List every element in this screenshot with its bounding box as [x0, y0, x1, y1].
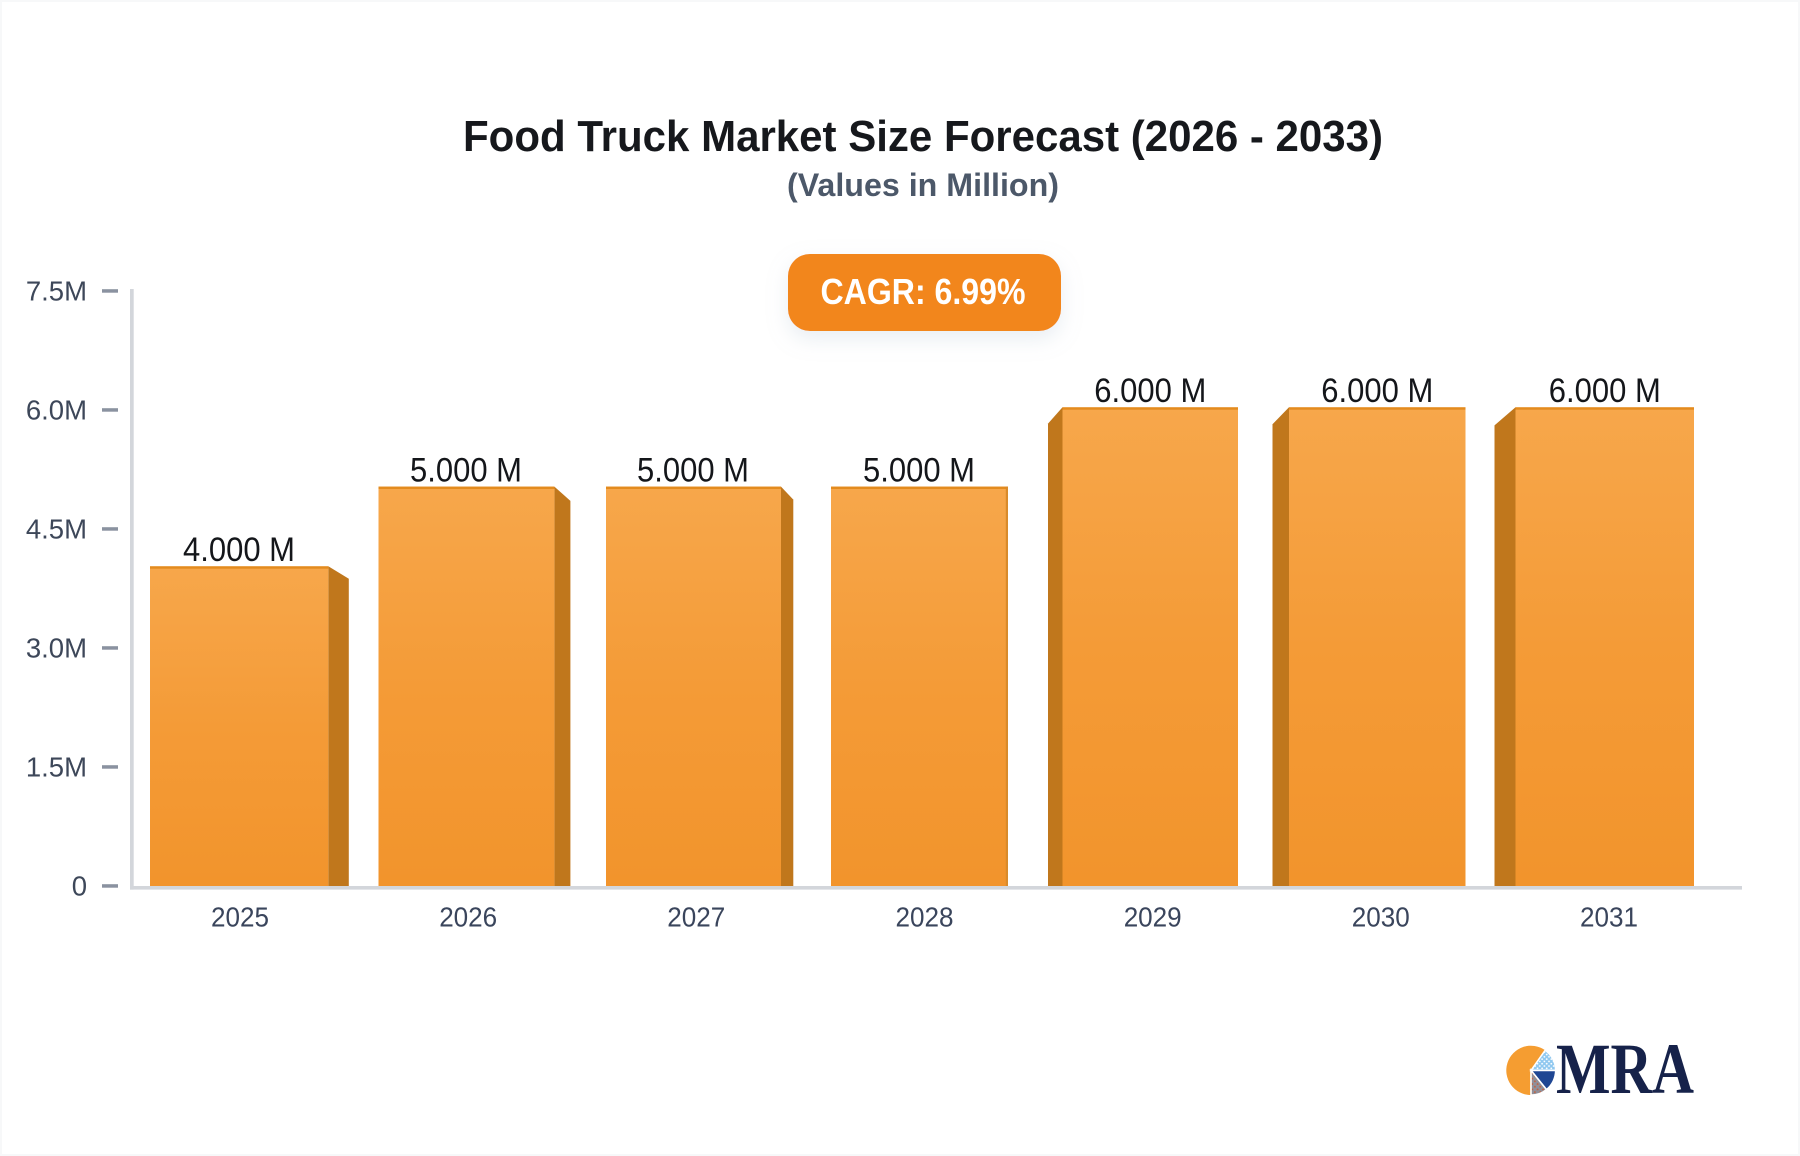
svg-text:MRA: MRA: [1556, 1029, 1694, 1109]
svg-text:0: 0: [72, 871, 87, 902]
svg-text:5.000 M: 5.000 M: [637, 451, 749, 489]
svg-text:6.000 M: 6.000 M: [1321, 372, 1433, 410]
svg-text:4.000 M: 4.000 M: [183, 531, 295, 569]
svg-text:2027: 2027: [667, 902, 725, 933]
svg-text:1.5M: 1.5M: [26, 752, 87, 783]
svg-text:2030: 2030: [1352, 902, 1410, 933]
svg-text:2029: 2029: [1124, 902, 1182, 933]
svg-text:6.000 M: 6.000 M: [1549, 372, 1661, 410]
svg-text:5.000 M: 5.000 M: [863, 451, 975, 489]
svg-text:6.0M: 6.0M: [26, 395, 87, 426]
svg-text:2025: 2025: [211, 902, 269, 933]
svg-text:5.000 M: 5.000 M: [410, 451, 522, 489]
svg-text:CAGR: 6.99%: CAGR: 6.99%: [821, 271, 1026, 312]
svg-text:Food Truck Market Size Forecas: Food Truck Market Size Forecast (2026 - …: [463, 112, 1383, 161]
svg-text:2028: 2028: [896, 902, 954, 933]
svg-text:2026: 2026: [439, 902, 497, 933]
svg-text:2031: 2031: [1580, 902, 1638, 933]
svg-text:7.5M: 7.5M: [26, 276, 87, 307]
svg-text:4.5M: 4.5M: [26, 514, 87, 545]
svg-text:3.0M: 3.0M: [26, 633, 87, 664]
svg-text:6.000 M: 6.000 M: [1094, 372, 1206, 410]
svg-text:(Values in Million): (Values in Million): [787, 167, 1059, 203]
